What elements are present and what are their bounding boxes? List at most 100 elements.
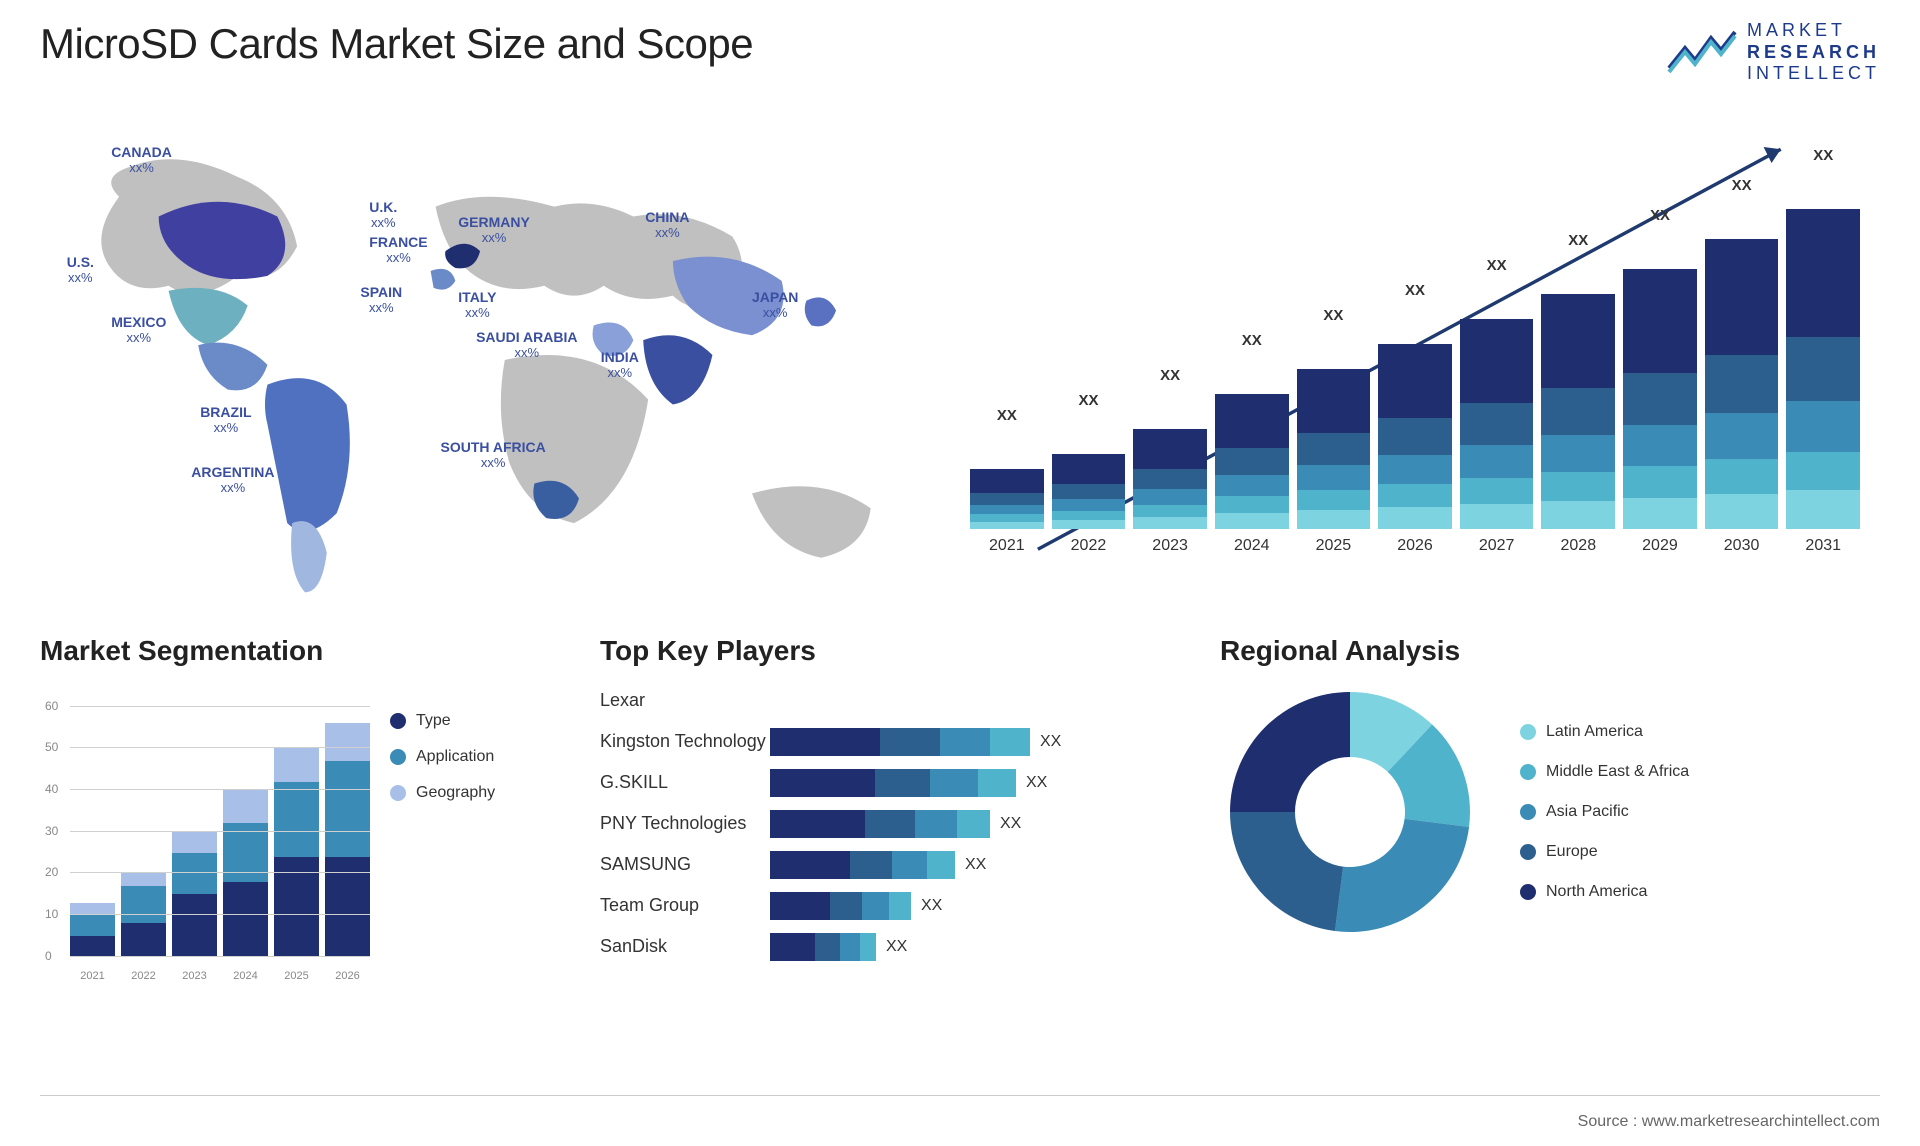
- player-value: XX: [1000, 815, 1021, 833]
- growth-value-label: XX: [1786, 147, 1860, 164]
- seg-year-label: 2024: [223, 970, 268, 982]
- player-row: G.SKILL XX: [600, 764, 1180, 802]
- growth-bar: XX2027: [1460, 319, 1534, 555]
- logo-line2: RESEARCH: [1747, 42, 1880, 64]
- growth-value-label: XX: [970, 407, 1044, 424]
- growth-year-label: 2026: [1397, 537, 1433, 555]
- player-row: Lexar: [600, 682, 1180, 720]
- player-value: XX: [886, 938, 907, 956]
- player-bar: [770, 810, 990, 838]
- seg-axis-tick: 60: [45, 699, 58, 713]
- seg-year-label: 2025: [274, 970, 319, 982]
- player-bar: [770, 728, 1030, 756]
- growth-bar: XX2028: [1541, 294, 1615, 555]
- map-label: JAPANxx%: [752, 290, 798, 321]
- growth-year-label: 2021: [989, 537, 1025, 555]
- map-label: GERMANYxx%: [458, 215, 530, 246]
- growth-year-label: 2027: [1479, 537, 1515, 555]
- map-label: BRAZILxx%: [200, 405, 251, 436]
- growth-bar: XX2021: [970, 469, 1044, 555]
- logo: MARKET RESEARCH INTELLECT: [1667, 20, 1880, 85]
- player-bar: [770, 769, 1016, 797]
- segmentation-panel: Market Segmentation 20212022202320242025…: [40, 635, 560, 1015]
- seg-bar: [325, 723, 370, 956]
- player-name: G.SKILL: [600, 772, 770, 793]
- growth-value-label: XX: [1215, 332, 1289, 349]
- logo-line3: INTELLECT: [1747, 63, 1880, 85]
- growth-bar: XX2031: [1786, 209, 1860, 555]
- map-label: ARGENTINAxx%: [191, 465, 274, 496]
- growth-year-label: 2031: [1805, 537, 1841, 555]
- player-row: PNY TechnologiesXX: [600, 805, 1180, 843]
- player-name: SanDisk: [600, 936, 770, 957]
- segmentation-title: Market Segmentation: [40, 635, 560, 667]
- player-name: Lexar: [600, 690, 770, 711]
- seg-bar: [223, 790, 268, 957]
- seg-axis-tick: 10: [45, 907, 58, 921]
- player-name: SAMSUNG: [600, 854, 770, 875]
- map-label: CHINAxx%: [645, 210, 689, 241]
- growth-bar: XX2029: [1623, 269, 1697, 555]
- growth-year-label: 2023: [1152, 537, 1188, 555]
- seg-axis-tick: 20: [45, 865, 58, 879]
- seg-year-label: 2026: [325, 970, 370, 982]
- player-row: SAMSUNG XX: [600, 846, 1180, 884]
- seg-bar: [172, 832, 217, 957]
- growth-value-label: XX: [1133, 367, 1207, 384]
- growth-year-label: 2025: [1316, 537, 1352, 555]
- legend-item: Latin America: [1520, 723, 1689, 741]
- growth-bar: XX2024: [1215, 394, 1289, 555]
- growth-bar: XX2022: [1052, 454, 1126, 555]
- legend-item: Type: [390, 712, 495, 730]
- logo-line1: MARKET: [1747, 20, 1880, 42]
- map-label: ITALYxx%: [458, 290, 496, 321]
- logo-mark-icon: [1667, 28, 1737, 76]
- seg-year-label: 2022: [121, 970, 166, 982]
- legend-item: Application: [390, 748, 495, 766]
- legend-item: Asia Pacific: [1520, 803, 1689, 821]
- donut-slice: [1335, 819, 1469, 932]
- growth-bar: XX2023: [1133, 429, 1207, 555]
- map-label: U.K.xx%: [369, 200, 397, 231]
- growth-year-label: 2029: [1642, 537, 1678, 555]
- source-text: Source : www.marketresearchintellect.com: [1578, 1113, 1880, 1131]
- player-value: XX: [965, 856, 986, 874]
- map-label: U.S.xx%: [67, 255, 94, 286]
- legend-item: Middle East & Africa: [1520, 763, 1689, 781]
- map-label: SAUDI ARABIAxx%: [476, 330, 577, 361]
- players-list: LexarKingston TechnologyXXG.SKILLXXPNY T…: [600, 682, 1180, 966]
- map-label: FRANCExx%: [369, 235, 427, 266]
- legend-item: North America: [1520, 883, 1689, 901]
- growth-year-label: 2024: [1234, 537, 1270, 555]
- growth-year-label: 2028: [1561, 537, 1597, 555]
- seg-bar: [70, 903, 115, 957]
- growth-bar: XX2026: [1378, 344, 1452, 555]
- segmentation-chart: 202120222023202420252026 0102030405060: [40, 682, 370, 982]
- player-name: Team Group: [600, 895, 770, 916]
- donut-slice: [1230, 692, 1350, 812]
- seg-bar: [274, 748, 319, 956]
- player-bar: [770, 933, 876, 961]
- growth-value-label: XX: [1460, 257, 1534, 274]
- growth-year-label: 2022: [1071, 537, 1107, 555]
- growth-value-label: XX: [1297, 307, 1371, 324]
- player-value: XX: [1040, 733, 1061, 751]
- player-bar: [770, 892, 911, 920]
- growth-bar: XX2030: [1705, 239, 1779, 555]
- growth-value-label: XX: [1378, 282, 1452, 299]
- seg-axis-tick: 0: [45, 949, 52, 963]
- segmentation-legend: TypeApplicationGeography: [390, 712, 495, 982]
- players-title: Top Key Players: [600, 635, 1180, 667]
- donut-slice: [1230, 812, 1343, 931]
- map-label: SOUTH AFRICAxx%: [441, 440, 546, 471]
- players-panel: Top Key Players LexarKingston Technology…: [600, 635, 1180, 1015]
- seg-year-label: 2021: [70, 970, 115, 982]
- player-bar: [770, 851, 955, 879]
- player-value: XX: [1026, 774, 1047, 792]
- legend-item: Europe: [1520, 843, 1689, 861]
- regional-title: Regional Analysis: [1220, 635, 1880, 667]
- map-label: SPAINxx%: [360, 285, 402, 316]
- growth-year-label: 2030: [1724, 537, 1760, 555]
- world-map-panel: CANADAxx%U.S.xx%MEXICOxx%BRAZILxx%ARGENT…: [40, 105, 930, 605]
- regional-legend: Latin America Middle East & Africa Asia Pa…: [1520, 723, 1689, 901]
